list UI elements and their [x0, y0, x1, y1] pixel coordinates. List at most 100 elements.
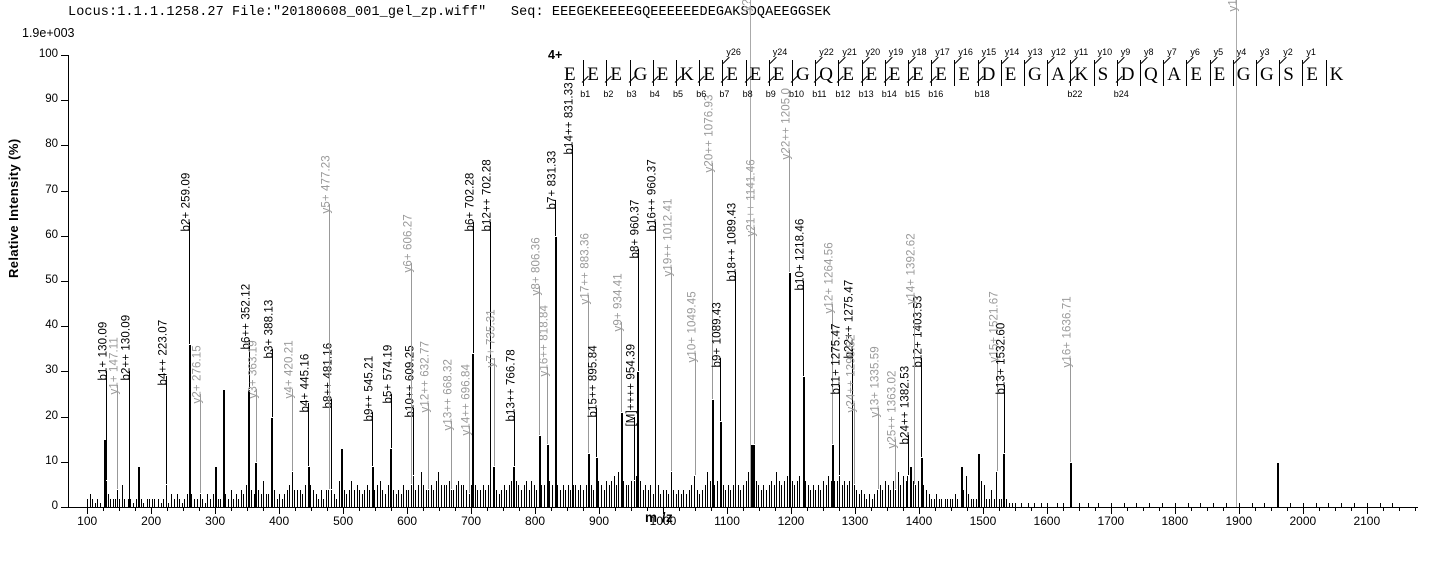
- spectrum-peak: [936, 494, 938, 508]
- sequence-residue: K: [1329, 64, 1344, 85]
- spectrum-peak: [271, 417, 274, 508]
- y-tick-label: 90: [45, 93, 58, 106]
- sequence-residue: E: [703, 64, 715, 85]
- peak-annotation-label: y16++ 818.84: [538, 304, 551, 377]
- sequence-residue: E: [1213, 64, 1226, 85]
- spectrum-peak: [583, 489, 585, 508]
- sequence-residue: A: [1167, 64, 1181, 85]
- y-tick-label: 20: [45, 409, 58, 422]
- annotation-leader-line: [1003, 384, 1005, 453]
- x-tick-minor: [439, 507, 441, 511]
- spectrum-peak: [725, 489, 727, 508]
- spectrum-peak: [603, 489, 605, 508]
- spectrum-peak: [745, 480, 747, 508]
- spectrum-peak: [618, 471, 620, 508]
- spectrum-peak: [310, 485, 312, 508]
- spectrum-peak: [341, 449, 344, 508]
- spectrum-peak: [551, 485, 553, 508]
- spectrum-peak: [920, 458, 923, 508]
- spectrum-peak: [812, 485, 814, 508]
- spectrum-peak: [119, 498, 121, 508]
- spectrum-peak: [313, 489, 315, 508]
- spectrum-peak: [403, 485, 405, 508]
- spectrum-peak: [240, 489, 242, 508]
- spectrum-peak: [611, 480, 613, 508]
- spectrum-peak: [410, 485, 412, 508]
- y-ion-label: y9: [1120, 47, 1131, 57]
- y-tick-label: 50: [45, 274, 58, 286]
- spectrum-peak: [663, 489, 665, 508]
- spectrum-peak: [877, 489, 879, 508]
- spectrum-peak: [902, 476, 904, 508]
- spectrum-peak: [520, 489, 522, 508]
- annotation-leader-line: [428, 403, 430, 489]
- spectrum-peak: [635, 476, 637, 508]
- spectrum-peak: [538, 435, 541, 508]
- spectrum-peak: [993, 498, 995, 508]
- peak-annotation-label: y6+ 606.27: [402, 214, 415, 273]
- x-tick-major: [599, 507, 601, 514]
- x-tick-minor: [695, 507, 696, 511]
- spectrum-peak: [173, 498, 175, 508]
- spectrum-peak: [348, 489, 350, 508]
- spectrum-peak: [472, 354, 475, 508]
- annotation-leader-line: [802, 281, 804, 376]
- spectrum-peak: [683, 489, 685, 508]
- x-tick-major: [1110, 507, 1112, 514]
- b-ion-label: b18: [974, 89, 990, 99]
- spectrum-peak: [931, 498, 933, 508]
- peak-annotation-label: b12+ 1403.53: [912, 295, 925, 368]
- spectrum-peak: [688, 489, 690, 508]
- spectrum-peak: [885, 480, 887, 508]
- x-axis-title: m /z: [645, 510, 674, 525]
- x-tick-minor: [1078, 507, 1080, 511]
- x-tick-major: [1174, 507, 1176, 514]
- spectrum-peak: [665, 489, 667, 508]
- spectrum-peak: [912, 480, 914, 508]
- spectrum-peak: [188, 345, 191, 508]
- spectrum-peak: [810, 489, 812, 508]
- spectrum-peak: [849, 480, 851, 508]
- spectrum-peak: [140, 498, 142, 508]
- spectrum-peak: [554, 236, 557, 508]
- spectrum-peak: [973, 498, 975, 508]
- annotation-leader-line: [308, 403, 310, 467]
- spectrum-peak: [215, 467, 218, 508]
- spectrum-peak: [458, 480, 460, 508]
- residue-divider: [1024, 60, 1025, 86]
- y-tick: [61, 55, 68, 56]
- spectrum-peak: [417, 485, 419, 508]
- spectrum-peak: [89, 494, 91, 508]
- spectrum-peak: [493, 467, 496, 508]
- x-tick-minor: [934, 507, 936, 511]
- annotation-leader-line: [547, 366, 549, 444]
- spectrum-peak: [1149, 503, 1151, 508]
- y-tick: [61, 371, 68, 373]
- spectrum-peak: [146, 498, 148, 508]
- sequence-residue: E: [610, 64, 622, 85]
- x-tick-minor: [1142, 507, 1144, 511]
- annotation-leader-line: [633, 416, 635, 480]
- spectrum-peak: [235, 494, 237, 508]
- spectrum-peak: [222, 390, 225, 508]
- spectrum-peak: [207, 494, 209, 508]
- y-tick: [61, 235, 68, 237]
- spectrum-peak: [866, 498, 868, 508]
- spectrum-peak: [1264, 503, 1266, 508]
- spectrum-peak: [130, 498, 132, 508]
- y-ion-label: y12: [1051, 47, 1066, 57]
- x-tick-minor: [758, 507, 760, 511]
- spectrum-peak: [925, 489, 927, 508]
- spectrum-peak: [506, 489, 508, 508]
- spectrum-peak: [789, 272, 792, 508]
- spectrum-peak: [1011, 503, 1013, 508]
- peak-annotation-label: b9++ 545.21: [363, 355, 376, 422]
- spectrum-peak: [794, 485, 796, 508]
- x-tick-minor: [551, 507, 553, 511]
- x-tick-minor: [1126, 507, 1128, 511]
- sequence-residue: E: [749, 64, 762, 85]
- x-tick-minor: [1062, 507, 1064, 511]
- spectrum-peak: [279, 494, 281, 508]
- annotation-leader-line: [914, 294, 916, 485]
- spectrum-peak: [917, 480, 919, 508]
